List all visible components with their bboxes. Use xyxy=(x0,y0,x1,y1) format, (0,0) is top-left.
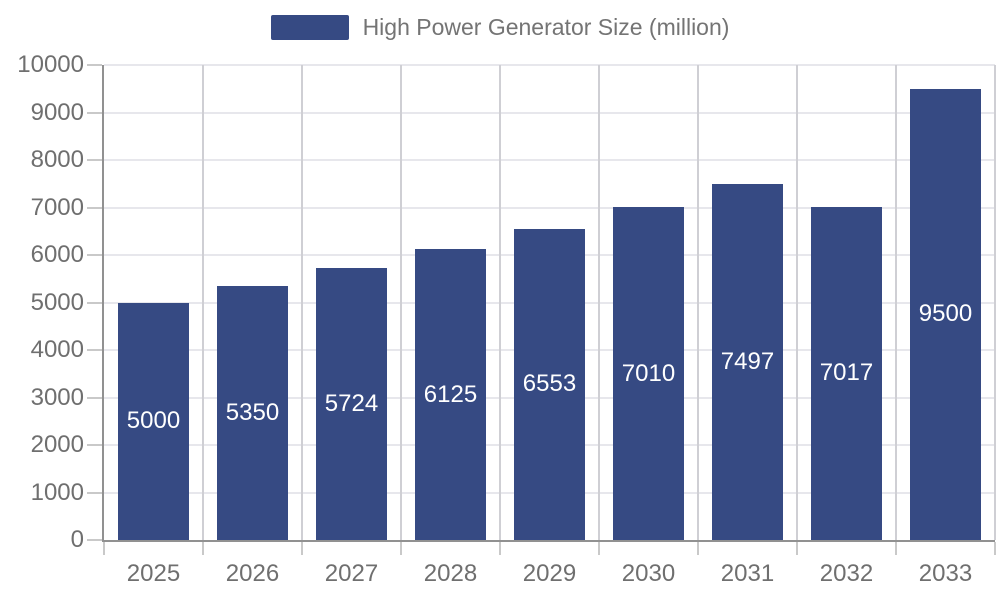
x-tick-label-2027: 2027 xyxy=(324,560,379,587)
y-gridline xyxy=(104,206,995,209)
bar-value-label: 7017 xyxy=(819,359,874,387)
legend-label: High Power Generator Size (million) xyxy=(362,14,730,40)
bar-2033[interactable]: 9500 xyxy=(910,88,981,540)
y-tick-label: 2000 xyxy=(30,431,84,458)
x-tick xyxy=(499,542,501,555)
plot-area: 0 1000 2000 3000 4000 5000 6000 7000 8000 9000 100… xyxy=(17,52,996,587)
x-tick-label-2030: 2030 xyxy=(621,560,676,587)
bar-2025[interactable]: 5000 xyxy=(118,302,189,540)
legend: High Power Generator Size (million) xyxy=(0,14,1000,41)
x-tick xyxy=(895,542,897,555)
x-tick xyxy=(400,542,402,555)
y-tick-label: 9000 xyxy=(30,98,84,126)
y-tick xyxy=(87,539,102,541)
x-tick-label-2032: 2032 xyxy=(819,560,874,587)
x-tick xyxy=(103,542,105,555)
x-tick xyxy=(598,542,600,555)
y-tick-label: 10000 xyxy=(17,51,84,78)
bar-2027[interactable]: 5724 xyxy=(316,268,387,540)
x-gridline xyxy=(499,65,501,540)
bar-2031[interactable]: 7497 xyxy=(712,183,783,540)
y-tick-label: 6000 xyxy=(30,241,84,268)
y-tick-label: 3000 xyxy=(30,383,84,411)
y-tick-label: 1000 xyxy=(30,478,84,506)
bar-value-label: 9500 xyxy=(918,300,973,328)
y-gridline xyxy=(104,64,995,66)
y-tick xyxy=(87,254,102,256)
y-tick xyxy=(87,206,102,209)
x-gridline xyxy=(994,65,996,540)
bar-2026[interactable]: 5350 xyxy=(217,285,288,540)
bar-value-label: 5350 xyxy=(225,398,280,426)
bar-value-label: 6553 xyxy=(522,370,577,398)
x-tick xyxy=(994,542,996,555)
x-gridline xyxy=(796,65,798,540)
x-tick-label-2025: 2025 xyxy=(126,560,181,587)
y-tick-label: 0 xyxy=(70,526,84,553)
x-tick-label-2026: 2026 xyxy=(225,560,280,587)
bar-value-label: 6125 xyxy=(423,380,478,408)
bar-value-label: 5724 xyxy=(324,390,379,418)
bar-2030[interactable]: 7010 xyxy=(613,207,684,540)
y-tick-label: 7000 xyxy=(30,193,84,221)
x-gridline xyxy=(301,65,303,540)
bar-2032[interactable]: 7017 xyxy=(811,206,882,540)
x-tick-label-2028: 2028 xyxy=(423,560,478,587)
bar-2028[interactable]: 6125 xyxy=(415,249,486,540)
x-tick-label-2033: 2033 xyxy=(918,560,973,587)
y-tick xyxy=(87,349,102,351)
legend-item[interactable]: High Power Generator Size (million) xyxy=(270,14,730,41)
y-tick xyxy=(87,111,102,114)
y-tick-label: 5000 xyxy=(30,288,84,316)
y-gridline xyxy=(104,111,995,114)
x-gridline xyxy=(895,65,897,540)
bar-2029[interactable]: 6553 xyxy=(514,228,585,540)
x-tick-label-2031: 2031 xyxy=(720,560,775,587)
y-tick-label: 8000 xyxy=(30,146,84,173)
y-tick xyxy=(87,444,102,446)
y-tick xyxy=(87,159,102,161)
y-tick xyxy=(87,396,102,399)
y-gridline xyxy=(104,159,995,161)
y-tick-label: 4000 xyxy=(30,336,84,363)
x-tick xyxy=(202,542,204,555)
x-gridline xyxy=(598,65,600,540)
x-tick xyxy=(697,542,699,555)
x-gridline xyxy=(202,65,204,540)
bar-value-label: 5000 xyxy=(126,407,181,435)
y-tick xyxy=(87,491,102,494)
legend-swatch xyxy=(270,15,349,40)
x-gridline xyxy=(400,65,402,540)
x-gridline xyxy=(697,65,699,540)
bar-value-label: 7497 xyxy=(720,347,775,375)
y-tick xyxy=(87,64,102,66)
x-axis-line xyxy=(102,540,995,542)
bar-value-label: 7010 xyxy=(621,359,676,387)
y-axis-line xyxy=(102,65,104,542)
x-tick xyxy=(796,542,798,555)
y-tick xyxy=(87,301,102,304)
x-tick xyxy=(301,542,303,555)
x-tick-label-2029: 2029 xyxy=(522,560,577,587)
